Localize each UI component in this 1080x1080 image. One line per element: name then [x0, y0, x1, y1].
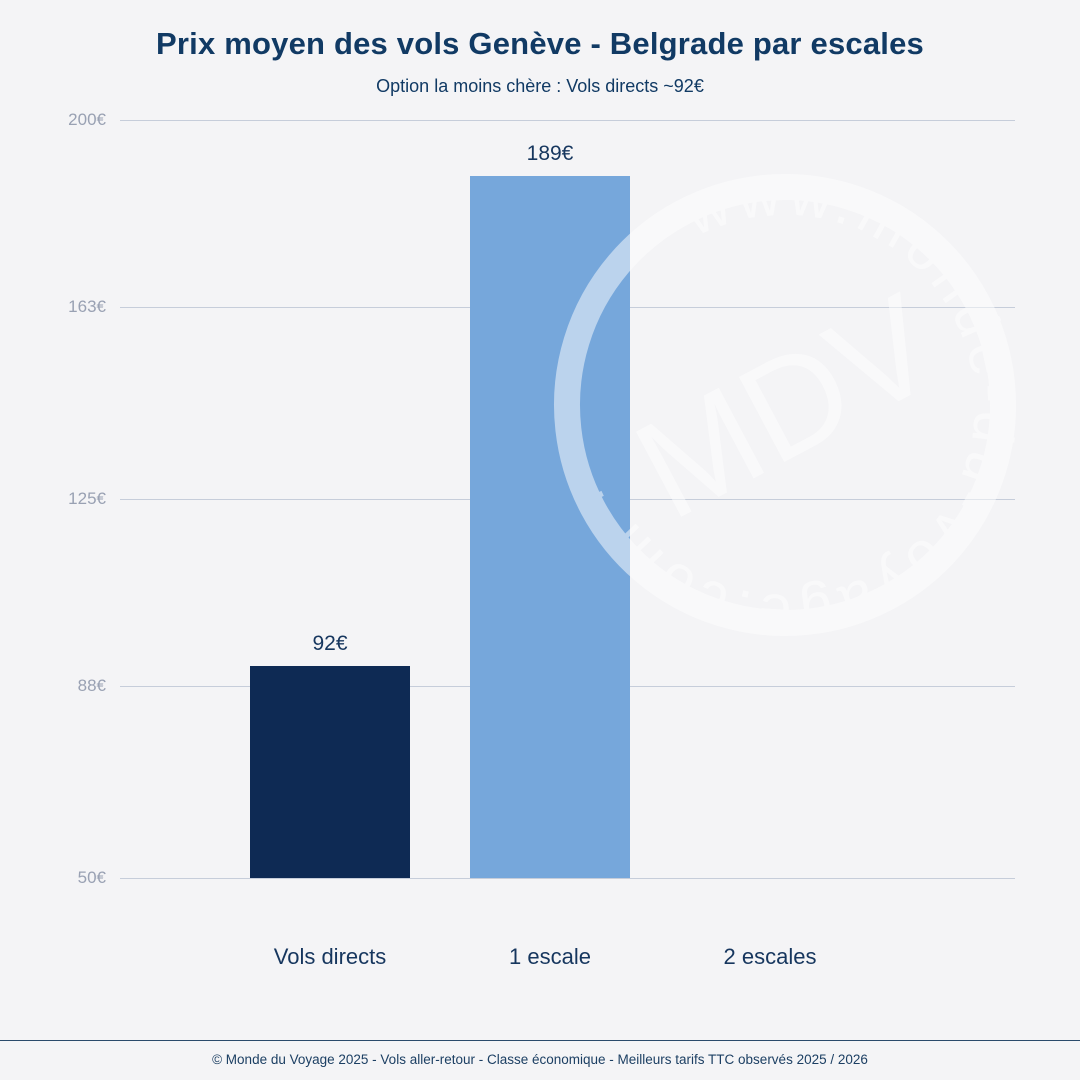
value-label-vols-directs: 92€: [312, 631, 348, 655]
x-label-2-escales: 2 escales: [723, 944, 817, 969]
plot-area: 200€ 163€ 125€ 88€ 50€ 92€ 189€: [68, 110, 1015, 887]
y-tick-label: 125€: [68, 489, 106, 508]
chart-title: Prix moyen des vols Genève - Belgrade pa…: [156, 26, 924, 61]
bar-column-1-escale: 189€: [470, 120, 630, 878]
footer: © Monde du Voyage 2025 - Vols aller-reto…: [0, 1040, 1080, 1080]
x-axis: Vols directs 1 escale 2 escales: [120, 944, 1015, 984]
y-tick-label: 200€: [68, 110, 106, 129]
gridline: 50€: [78, 868, 1015, 887]
bar-vols-directs: [250, 665, 410, 878]
bar-1-escale: [470, 175, 630, 878]
x-label-vols-directs: Vols directs: [273, 944, 387, 969]
chart-subtitle: Option la moins chère : Vols directs ~92…: [376, 76, 704, 96]
value-label-1-escale: 189€: [526, 141, 574, 165]
gridline: 200€: [68, 110, 1015, 129]
y-tick-label: 88€: [77, 675, 106, 695]
footer-text: © Monde du Voyage 2025 - Vols aller-reto…: [212, 1052, 868, 1067]
bar-column-vols-directs: 92€: [250, 120, 410, 878]
x-label-1-escale: 1 escale: [509, 944, 591, 969]
y-tick-label: 163€: [68, 296, 106, 316]
y-tick-label: 50€: [77, 868, 106, 887]
